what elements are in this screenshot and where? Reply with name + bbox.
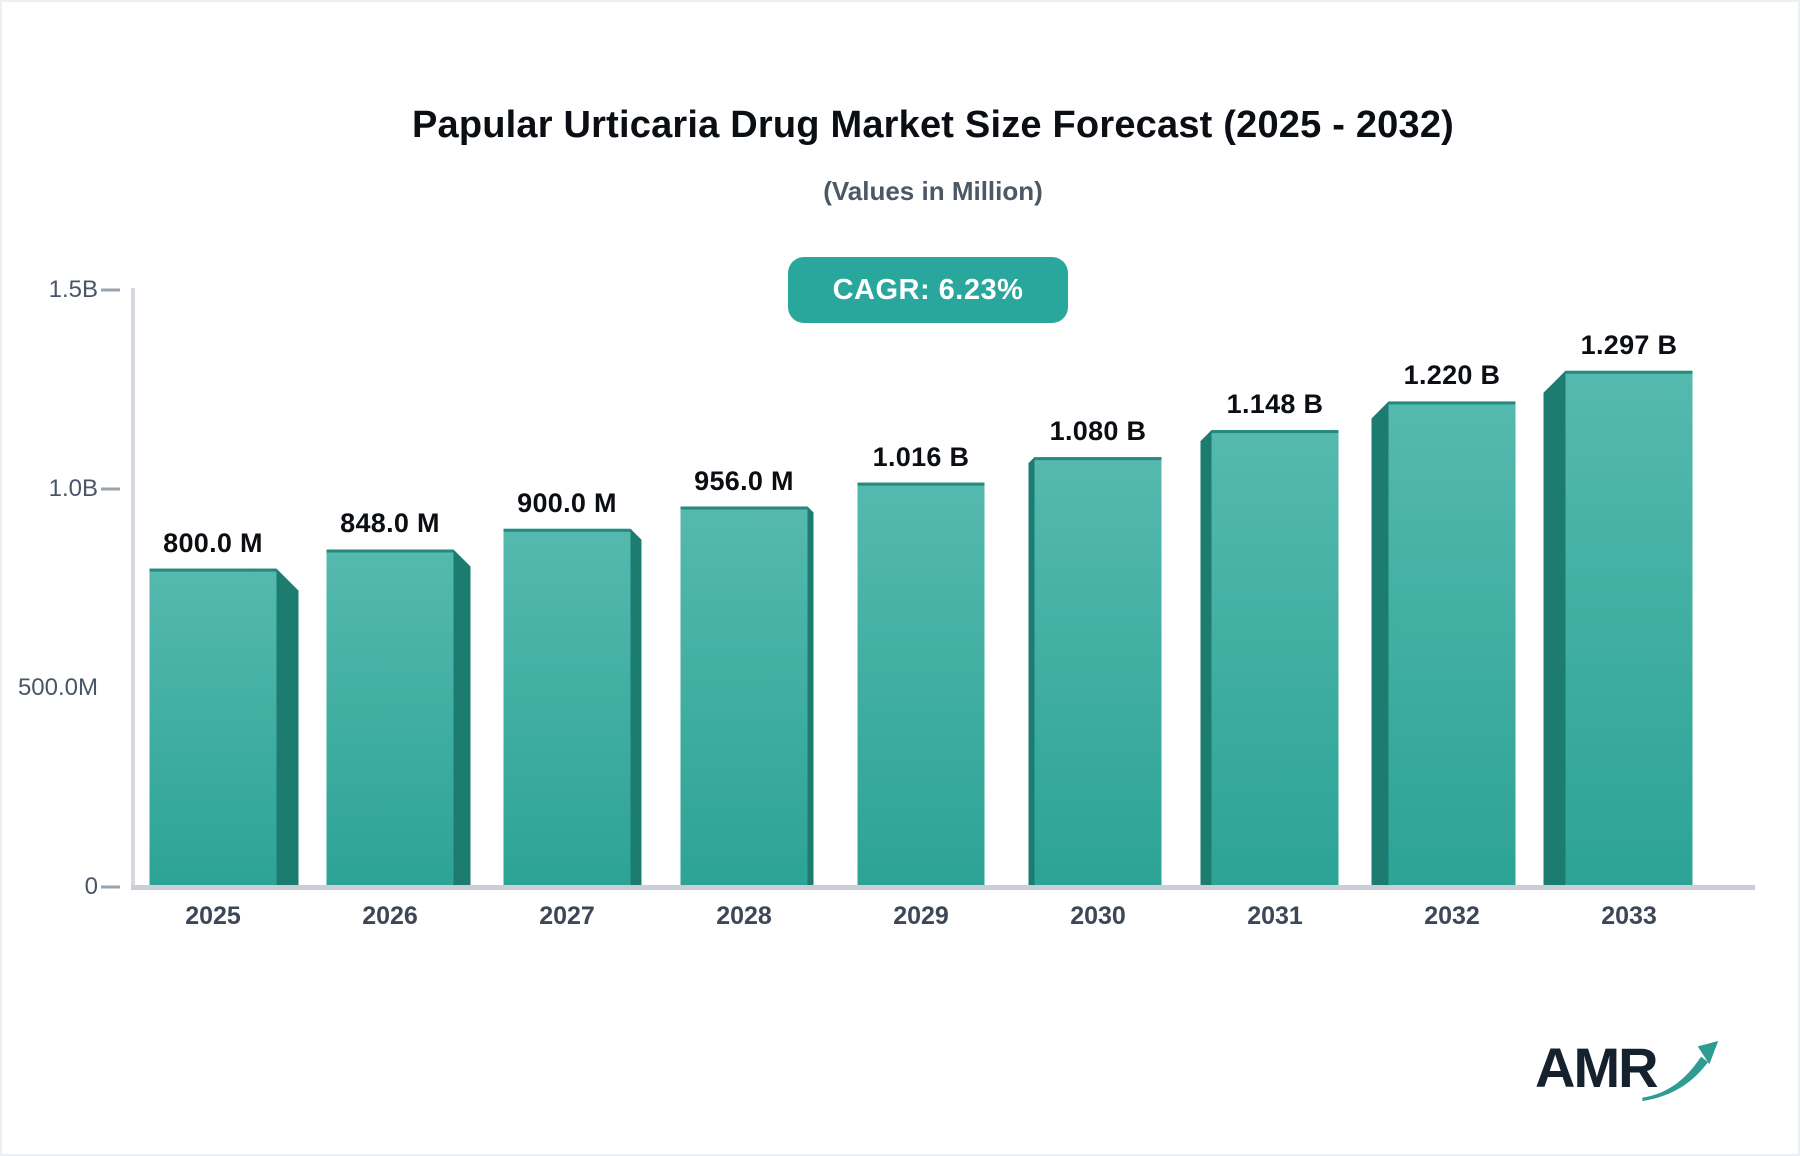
trend-up-arrow-icon	[1641, 1040, 1718, 1102]
logo-text: AMR	[1535, 1036, 1659, 1099]
bar-top-edge	[149, 568, 277, 572]
chart-title: Papular Urticaria Drug Market Size Forec…	[411, 104, 1455, 146]
y-axis-tick	[101, 288, 120, 292]
y-axis-line	[131, 288, 135, 889]
bar-side	[807, 506, 814, 887]
cagr-badge: CAGR: 6.23%	[788, 257, 1068, 323]
baseline	[131, 885, 1755, 890]
bar-2032	[1388, 401, 1516, 887]
bar-side	[1543, 370, 1566, 887]
bar-side	[453, 549, 471, 887]
bar-top-edge	[1565, 370, 1693, 374]
bar-side	[630, 528, 642, 887]
bar-side	[1028, 457, 1035, 887]
logo: AMR	[1535, 1038, 1723, 1103]
bar-top-edge	[1388, 401, 1516, 405]
y-axis-tick	[101, 487, 120, 491]
bar-2026	[326, 549, 454, 887]
bar-top-edge	[503, 528, 631, 532]
bar-2028	[680, 506, 808, 887]
bar-top-edge	[326, 549, 454, 553]
bar-top-edge	[680, 506, 808, 510]
bar-side	[1200, 430, 1212, 887]
bar-2027	[503, 528, 631, 887]
bar-2031	[1211, 430, 1339, 887]
bar-side	[276, 568, 299, 887]
chart-subtitle: (Values in Million)	[823, 176, 1043, 206]
bar-2029	[857, 482, 985, 887]
bar-top-edge	[1211, 430, 1339, 434]
bar-2025	[149, 568, 277, 887]
bar-2030	[1034, 457, 1162, 887]
bar-side	[1371, 401, 1389, 887]
bar-top-edge	[1034, 457, 1162, 461]
bar-2033	[1565, 370, 1693, 887]
bar-top-edge	[857, 482, 985, 486]
y-axis-tick	[101, 885, 120, 889]
